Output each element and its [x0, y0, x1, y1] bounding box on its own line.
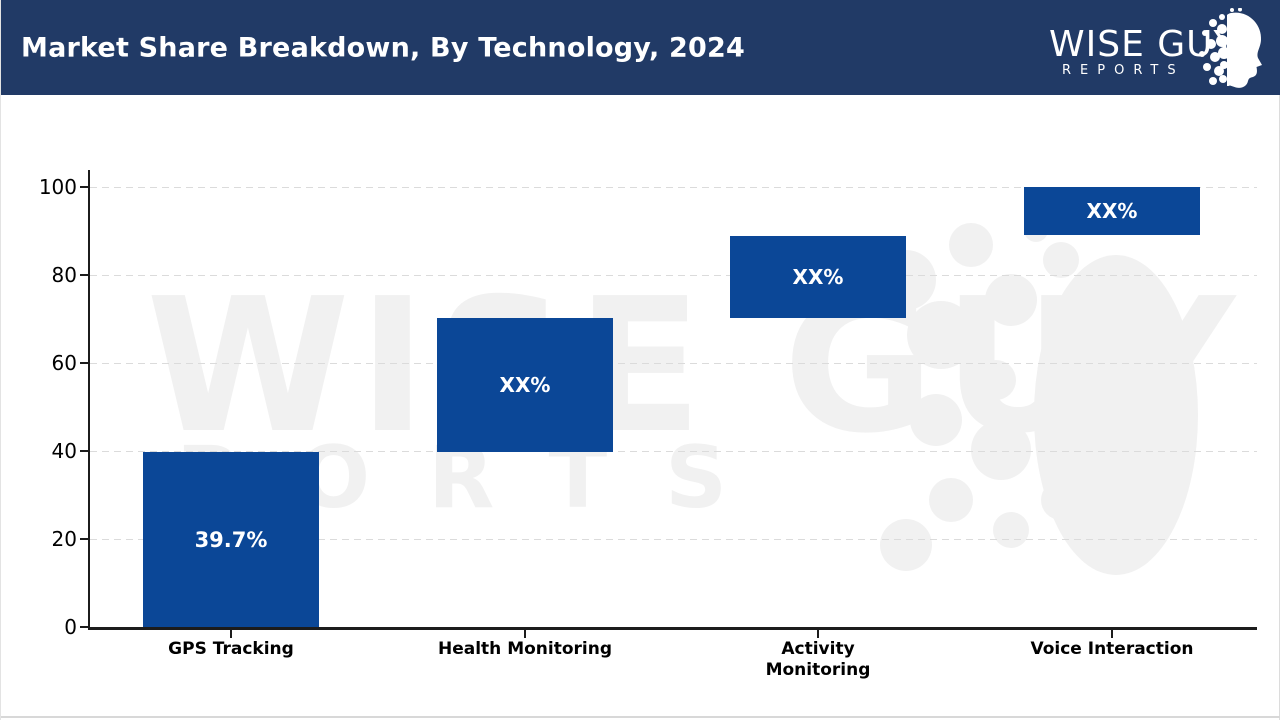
y-tickmark: [80, 274, 88, 276]
header-bar: Market Share Breakdown, By Technology, 2…: [1, 0, 1280, 95]
watermark-head-icon: [876, 218, 1198, 575]
x-tickmark: [1111, 630, 1113, 638]
x-tickmark: [230, 630, 232, 638]
dotted-head-profile-icon: [1199, 8, 1262, 88]
x-label-health-monitoring: Health Monitoring: [437, 639, 613, 659]
y-tick-20: 20: [51, 527, 77, 551]
y-tick-80: 80: [51, 263, 77, 287]
y-tickmark: [80, 450, 88, 452]
page-title: Market Share Breakdown, By Technology, 2…: [21, 32, 746, 63]
y-tick-60: 60: [51, 351, 77, 375]
x-tickmark: [817, 630, 819, 638]
x-label-gps-tracking: GPS Tracking: [168, 639, 294, 659]
y-tick-40: 40: [51, 439, 77, 463]
y-tickmark: [80, 626, 88, 628]
bar-activity-monitoring: XX%: [730, 236, 906, 318]
bar-value-label: 39.7%: [194, 527, 268, 552]
gridline-60: [90, 363, 1257, 365]
gridline-20: [90, 539, 1257, 541]
logo-subtitle: REPORTS: [1062, 63, 1185, 78]
y-axis-line: [88, 170, 90, 629]
x-axis-line: [88, 627, 1257, 630]
x-tickmark: [524, 630, 526, 638]
wise-guy-reports-logo: WISE GUY REPORTS: [1007, 6, 1267, 90]
gridline-100: [90, 187, 1257, 189]
bar-gps-tracking: 39.7%: [143, 452, 319, 627]
x-label-voice-interaction: Voice Interaction: [1030, 639, 1194, 659]
y-tickmark: [80, 362, 88, 364]
gridline-40: [90, 451, 1257, 453]
gridline-80: [90, 275, 1257, 277]
y-tick-100: 100: [38, 175, 77, 199]
y-tickmark: [80, 538, 88, 540]
bar-health-monitoring: XX%: [437, 318, 613, 452]
y-tick-0: 0: [64, 615, 77, 639]
bar-value-label: XX%: [499, 373, 551, 397]
bar-value-label: XX%: [792, 265, 844, 289]
bar-value-label: XX%: [1086, 199, 1138, 223]
bottom-border: [1, 716, 1280, 718]
x-label-activity-monitoring: Activity Monitoring: [765, 639, 871, 680]
bar-voice-interaction: XX%: [1024, 187, 1200, 235]
y-tickmark: [80, 186, 88, 188]
